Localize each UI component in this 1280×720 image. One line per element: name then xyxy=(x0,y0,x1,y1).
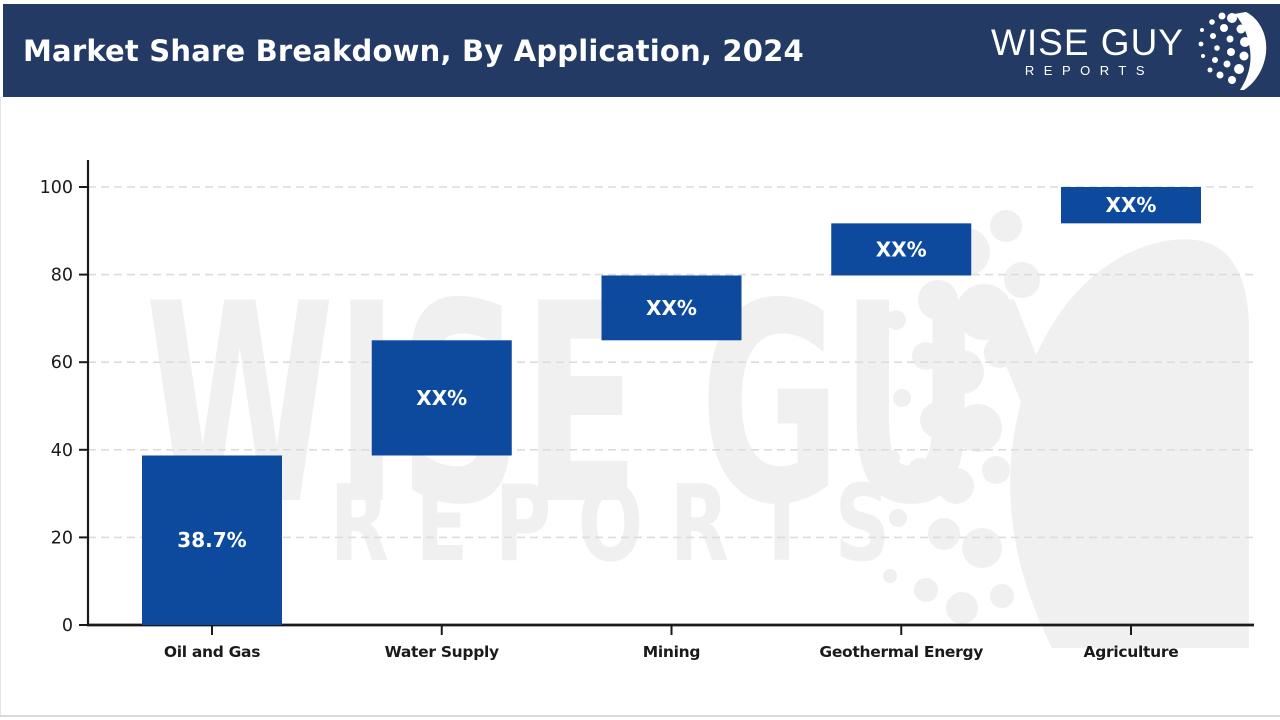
watermark-face-shape xyxy=(1010,239,1249,648)
watermark-dot xyxy=(938,468,974,504)
watermark-dot xyxy=(940,350,984,394)
watermark-dot xyxy=(884,450,900,466)
bar-water-supply xyxy=(371,340,512,456)
x-axis-label: Oil and Gas xyxy=(164,643,260,661)
watermark-dot xyxy=(946,592,978,624)
bar-value-label: XX% xyxy=(876,237,927,261)
watermark-dot xyxy=(912,342,940,370)
watermark-dot xyxy=(883,569,897,583)
y-tick-label: 40 xyxy=(51,441,73,461)
figure-left-border xyxy=(0,97,1,717)
y-tick-label: 20 xyxy=(51,528,73,548)
watermark-dot xyxy=(908,458,932,482)
watermark-dot xyxy=(982,456,1010,484)
bar-value-label: XX% xyxy=(1106,193,1157,217)
y-tick-label: 100 xyxy=(40,178,73,198)
watermark-dot xyxy=(918,280,958,320)
watermark-dot xyxy=(920,402,956,438)
header-bar: Market Share Breakdown, By Application, … xyxy=(3,4,1280,97)
bar-geothermal-energy xyxy=(831,223,972,276)
y-tick-label: 60 xyxy=(51,353,73,373)
chart-area: WISE GUY R E P O R T S 0 20 40 60 80 100 38.7% Oi… xyxy=(0,97,1280,720)
watermark-dot xyxy=(990,210,1022,242)
y-tick-label: 0 xyxy=(62,616,73,636)
x-axis-label: Mining xyxy=(643,643,700,661)
watermark-subtext: R E P O R T S xyxy=(330,463,890,585)
watermark-dot xyxy=(984,336,1016,368)
bar-value-label: XX% xyxy=(416,386,467,410)
x-axis-label: Geothermal Energy xyxy=(819,643,983,661)
x-axis-label: Water Supply xyxy=(385,643,499,661)
watermark-dot xyxy=(954,404,1002,452)
logo-brand-text: WISE GUY xyxy=(990,22,1184,63)
logo-wordmark: WISE GUY REPORTS xyxy=(991,24,1184,77)
watermark-dot xyxy=(893,389,911,407)
bar-value-label: 38.7% xyxy=(177,528,246,552)
y-tick-label: 80 xyxy=(51,266,73,286)
watermark-dot xyxy=(889,509,907,527)
wiseguy-logo: WISE GUY REPORTS xyxy=(991,4,1272,97)
logo-subtext: REPORTS xyxy=(1024,63,1155,78)
watermark-dot xyxy=(1004,262,1040,298)
watermark-dot xyxy=(928,518,960,550)
page-title: Market Share Breakdown, By Application, … xyxy=(23,33,804,68)
watermark-dot xyxy=(962,528,1002,568)
x-axis-label: Agriculture xyxy=(1084,643,1179,661)
bar-oil-and-gas xyxy=(142,455,282,625)
watermark-dot xyxy=(886,310,906,330)
bar-value-label: XX% xyxy=(646,296,697,320)
watermark-dot xyxy=(990,584,1014,608)
figure-bottom-border xyxy=(0,715,1280,717)
bar-agriculture xyxy=(1061,187,1201,224)
bar-mining xyxy=(601,275,742,341)
watermark-dot xyxy=(914,578,938,602)
watermark-dot xyxy=(956,284,1012,340)
logo-face-icon xyxy=(1198,11,1267,90)
